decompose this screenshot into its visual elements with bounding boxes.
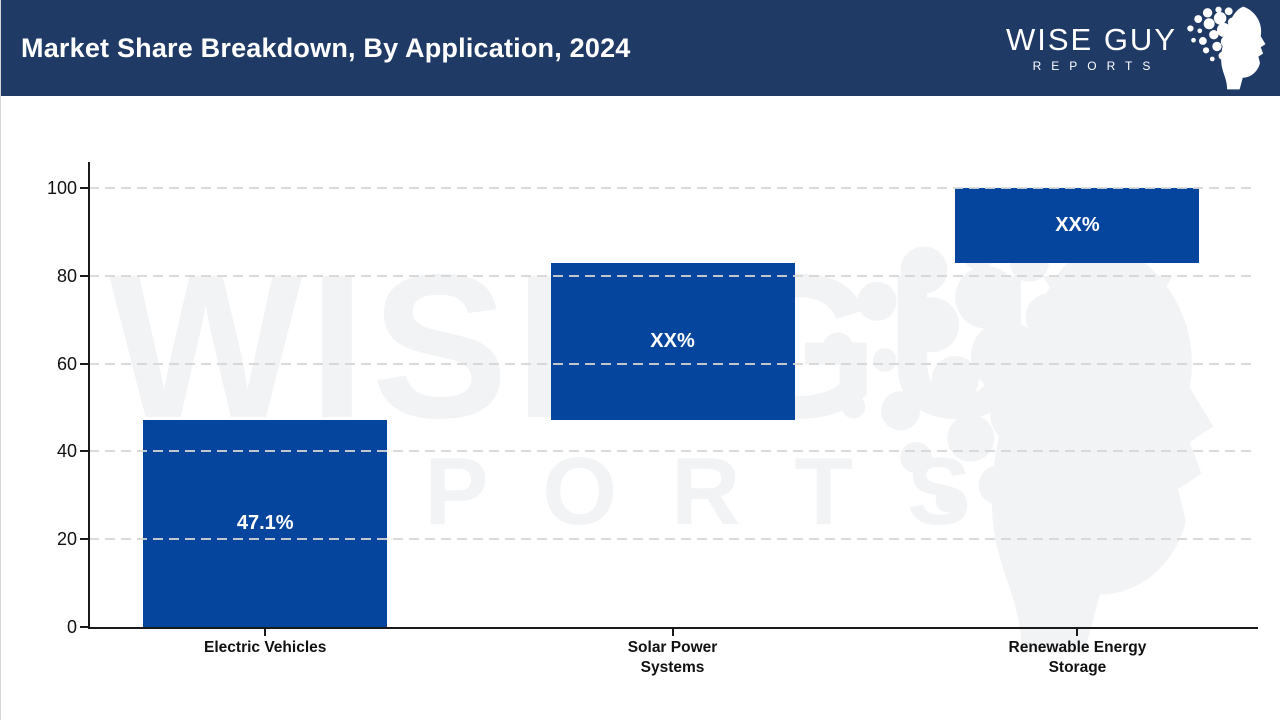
brand-logo-text: WISE GUY REPORTS [1006, 24, 1177, 73]
bar-value-label: XX% [650, 330, 695, 353]
y-tick-mark [80, 626, 88, 628]
y-axis [88, 162, 90, 629]
x-tick-mark [671, 629, 674, 636]
gridline [89, 362, 1256, 365]
header-bar: Market Share Breakdown, By Application, … [1, 0, 1280, 96]
y-tick-mark [80, 274, 88, 277]
bar: 47.1% [143, 420, 388, 627]
x-axis-label-line: Systems [640, 659, 705, 676]
gridline [89, 538, 1256, 541]
y-tick-label: 60 [56, 353, 77, 374]
y-tick-mark [80, 187, 88, 189]
bar: XX% [955, 188, 1200, 264]
x-tick-mark [1076, 629, 1079, 636]
y-tick-label: 20 [56, 529, 77, 550]
gridline [89, 187, 1256, 189]
brand-subname: REPORTS [1032, 58, 1161, 73]
brand-logo: WISE GUY REPORTS [1006, 5, 1267, 91]
y-tick-label: 80 [56, 265, 77, 286]
y-tick-label: 100 [46, 178, 77, 198]
chart-canvas: WISE GUY REPORTS 0 20 40 60 80 100 47.1% Electr… [1, 96, 1280, 720]
x-axis-label: Electric Vehicles [95, 638, 435, 658]
y-tick-mark [80, 538, 88, 541]
brand-name: WISE GUY [1005, 21, 1177, 57]
x-axis [88, 627, 1258, 629]
bar-value-label: 47.1% [236, 512, 294, 535]
x-axis-label-line: Storage [1048, 659, 1107, 676]
watermark-face-icon [822, 238, 1214, 654]
x-axis-label-line: Renewable Energy [1008, 639, 1147, 656]
page-title: Market Share Breakdown, By Application, … [21, 32, 631, 63]
y-tick-mark [80, 450, 88, 453]
gridline [89, 274, 1256, 277]
gridline [89, 450, 1256, 453]
brand-face-icon [1187, 6, 1266, 90]
bar: XX% [550, 263, 795, 421]
x-axis-label: Renewable Energy Storage [907, 638, 1247, 678]
y-tick-mark [80, 362, 88, 365]
y-tick-label: 40 [56, 441, 77, 462]
x-axis-label: Solar Power Systems [503, 638, 843, 678]
x-axis-label-line: Electric Vehicles [204, 639, 327, 656]
y-tick-label: 0 [66, 617, 77, 637]
bar-value-label: XX% [1055, 214, 1100, 237]
x-tick-mark [264, 629, 267, 636]
x-axis-label-line: Solar Power [627, 639, 718, 656]
